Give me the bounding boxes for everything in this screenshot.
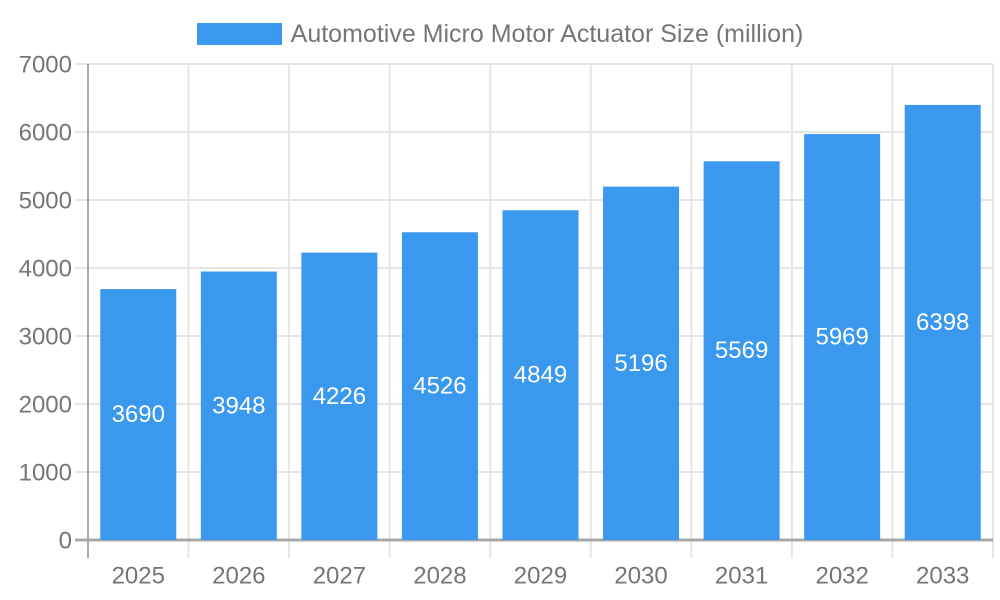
bar-value-label: 4849 — [514, 362, 567, 389]
x-axis-tick-label: 2025 — [112, 563, 165, 590]
bar-2025[interactable] — [100, 289, 177, 540]
y-axis-tick-label: 4000 — [19, 256, 72, 283]
bar-value-label: 5569 — [715, 337, 768, 364]
y-axis-tick-label: 1000 — [19, 460, 72, 487]
bar-2028[interactable] — [401, 232, 478, 540]
y-axis-tick-label: 2000 — [19, 392, 72, 419]
legend: Automotive Micro Motor Actuator Size (mi… — [0, 20, 1000, 48]
y-axis-tick-label: 3000 — [19, 324, 72, 351]
bar-2027[interactable] — [301, 252, 378, 540]
bars — [100, 104, 981, 541]
bar-2030[interactable] — [603, 186, 680, 540]
x-axis-tick-label: 2030 — [614, 563, 667, 590]
bar-value-label: 6398 — [916, 309, 969, 336]
labels: 0 1000 2000 3000 4000 5000 6000 7000 3690 2025 394… — [19, 52, 970, 590]
y-axis-tick-label: 0 — [59, 528, 72, 555]
bar-2032[interactable] — [804, 134, 881, 540]
legend-item-series[interactable]: Automotive Micro Motor Actuator Size (mi… — [196, 20, 804, 48]
x-axis-tick-label: 2028 — [413, 563, 466, 590]
y-axis-tick-label: 5000 — [19, 188, 72, 215]
bar-value-label: 4226 — [313, 383, 366, 410]
bar-value-label: 5196 — [614, 350, 667, 377]
y-axis-tick-label: 6000 — [19, 120, 72, 147]
x-axis-tick-label: 2031 — [715, 563, 768, 590]
x-axis-tick-label: 2033 — [916, 563, 969, 590]
bar-value-label: 5969 — [815, 324, 868, 351]
bar-value-label: 3948 — [212, 392, 265, 419]
x-axis-tick-label: 2027 — [313, 563, 366, 590]
legend-swatch — [196, 23, 282, 45]
legend-label: Automotive Micro Motor Actuator Size (mi… — [290, 20, 804, 48]
bar-2029[interactable] — [502, 210, 579, 540]
x-axis-tick-label: 2029 — [514, 563, 567, 590]
bar-2031[interactable] — [703, 161, 780, 541]
bar-2033[interactable] — [904, 104, 981, 540]
bar-value-label: 3690 — [112, 401, 165, 428]
bar-value-label: 4526 — [413, 373, 466, 400]
x-axis-tick-label: 2032 — [815, 563, 868, 590]
bar-2026[interactable] — [200, 271, 277, 540]
x-axis-tick-label: 2026 — [212, 563, 265, 590]
y-axis-tick-label: 7000 — [19, 52, 72, 79]
